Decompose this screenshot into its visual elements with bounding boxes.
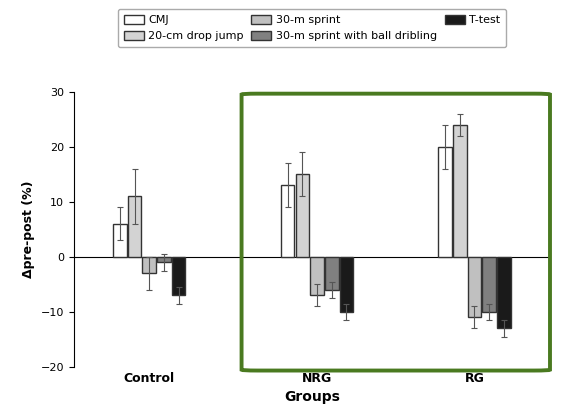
Bar (340, 257, 353, 312)
Bar (113, 224, 126, 257)
Bar (483, 257, 496, 312)
Bar (497, 257, 511, 329)
Bar (438, 147, 452, 257)
Bar (157, 257, 171, 262)
Bar (128, 196, 141, 257)
X-axis label: Groups: Groups (284, 390, 340, 404)
Legend: CMJ, 20-cm drop jump, 30-m sprint, 30-m sprint with ball dribling, T-test: CMJ, 20-cm drop jump, 30-m sprint, 30-m … (118, 9, 506, 47)
Bar (310, 257, 324, 295)
Bar (172, 257, 185, 295)
Bar (295, 174, 309, 257)
Bar (281, 185, 294, 257)
Bar (468, 257, 481, 317)
Bar (142, 257, 156, 274)
Y-axis label: Δpre-post (%): Δpre-post (%) (22, 181, 35, 278)
Bar (325, 257, 338, 290)
Bar (453, 125, 467, 257)
